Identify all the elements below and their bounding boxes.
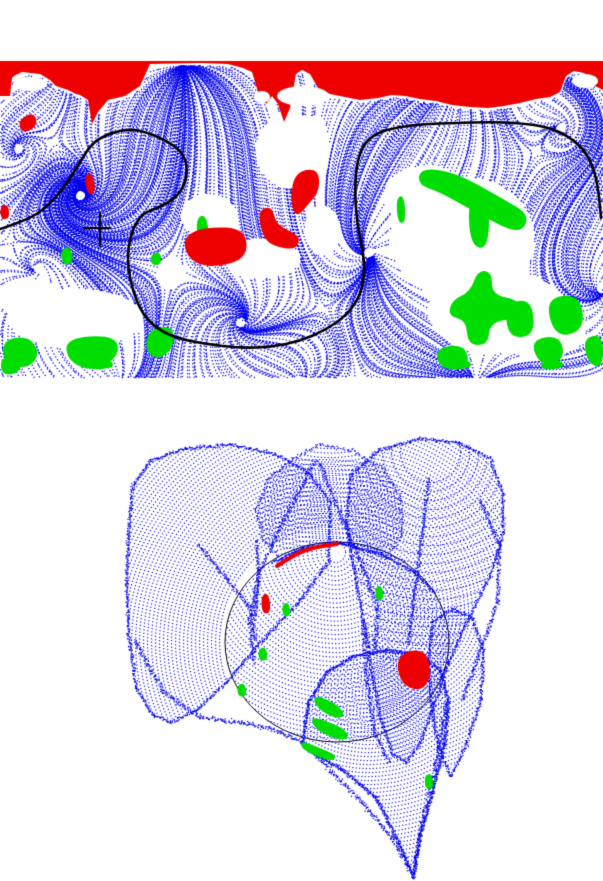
magnetic-field-figure xyxy=(0,0,603,881)
field-line-plot-canvas xyxy=(0,0,603,881)
